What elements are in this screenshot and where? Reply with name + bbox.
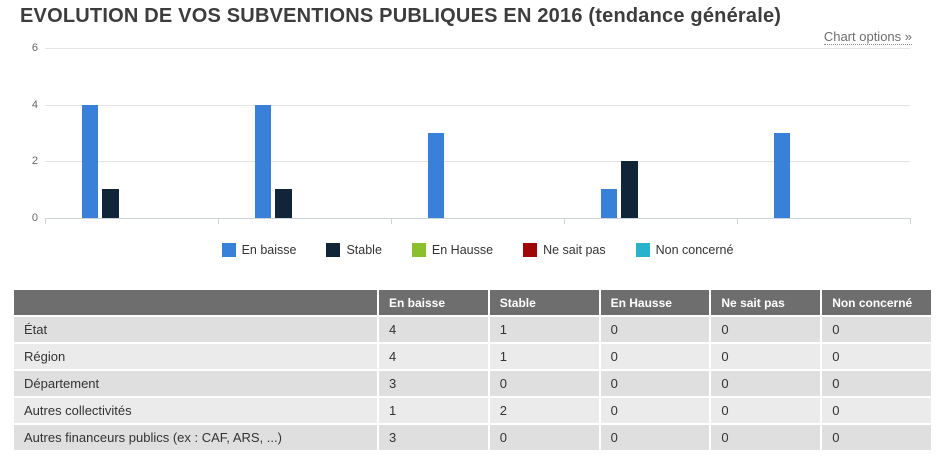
legend-swatch-icon: [411, 243, 426, 257]
bar-Stable-Autres collectivités[interactable]: [621, 161, 639, 218]
row-value: 3: [377, 425, 488, 452]
legend-item-Non concerné[interactable]: Non concerné: [635, 243, 734, 257]
row-label: Région: [14, 344, 377, 371]
chart-legend: En baisse Stable En Hausse Ne sait pas Non c…: [45, 243, 910, 257]
y-gridline: [45, 48, 910, 49]
legend-item-En baisse[interactable]: En baisse: [221, 243, 297, 257]
row-value: 2: [487, 398, 599, 425]
bar-Stable-État[interactable]: [102, 189, 120, 218]
table-row: Région 4 1 0 0 0: [14, 344, 931, 371]
table-header-cell: En Hausse: [598, 290, 710, 317]
bar-En baisse-État[interactable]: [81, 104, 99, 218]
row-value: 0: [487, 371, 599, 398]
x-axis-tick: [45, 217, 46, 224]
y-gridline: [45, 161, 910, 162]
row-label: Autres financeurs publics (ex : CAF, ARS…: [14, 425, 377, 452]
results-table: En baisse Stable En Hausse Ne sait pas Non c…: [14, 290, 931, 452]
row-value: 0: [820, 425, 931, 452]
row-label: Autres collectivités: [14, 398, 377, 425]
row-value: 0: [487, 425, 599, 452]
row-value: 0: [598, 398, 710, 425]
bar-En baisse-Région[interactable]: [254, 104, 272, 218]
x-axis-tick: [737, 217, 738, 224]
bar-chart: 0 2 4 6: [31, 42, 911, 224]
row-value: 0: [709, 398, 821, 425]
row-value: 0: [709, 371, 821, 398]
y-axis-tick-label: 2: [31, 155, 38, 167]
legend-label: En Hausse: [431, 243, 494, 257]
legend-swatch-icon: [221, 243, 236, 257]
x-axis-tick: [564, 217, 565, 224]
legend-item-En Hausse[interactable]: En Hausse: [411, 243, 494, 257]
y-gridline: [45, 104, 910, 106]
chart-options-link[interactable]: Chart options »: [823, 29, 912, 45]
row-value: 0: [709, 425, 821, 452]
table-row: Département 3 0 0 0 0: [14, 371, 931, 398]
bar-En baisse-Autres financeurs publics (ex : CAF, ARS, ...)[interactable]: [773, 132, 791, 218]
row-value: 0: [598, 317, 710, 344]
row-value: 1: [487, 317, 599, 344]
row-value: 0: [709, 317, 821, 344]
table-header-cell: Non concerné: [820, 290, 931, 317]
legend-swatch-icon: [523, 243, 538, 257]
legend-swatch-icon: [635, 243, 650, 257]
bar-En baisse-Autres collectivités[interactable]: [600, 189, 618, 218]
x-axis-tick: [910, 217, 911, 224]
x-axis-tick: [218, 217, 219, 224]
y-axis-tick-label: 0: [31, 211, 38, 224]
x-axis-line: [45, 217, 910, 219]
table-row: Autres financeurs publics (ex : CAF, ARS…: [14, 425, 931, 452]
y-axis-tick-label: 6: [31, 42, 38, 54]
row-value: 1: [487, 344, 599, 371]
legend-swatch-icon: [326, 243, 341, 257]
row-label: État: [14, 317, 377, 344]
row-value: 0: [820, 398, 931, 425]
row-value: 4: [377, 317, 488, 344]
y-axis-tick-label: 4: [31, 98, 38, 111]
table-header-cell: [14, 290, 377, 317]
row-value: 0: [598, 371, 710, 398]
table-header-cell: Stable: [487, 290, 599, 317]
legend-item-Stable[interactable]: Stable: [326, 243, 382, 257]
legend-label: Stable: [346, 243, 382, 257]
page-title: EVOLUTION DE VOS SUBVENTIONS PUBLIQUES E…: [20, 5, 782, 27]
row-value: 0: [820, 344, 931, 371]
table-header-cell: Ne sait pas: [709, 290, 821, 317]
row-value: 0: [598, 425, 710, 452]
x-axis-tick: [391, 217, 392, 224]
row-value: 0: [598, 344, 710, 371]
legend-label: Non concerné: [655, 243, 734, 257]
legend-label: Ne sait pas: [543, 243, 606, 257]
row-value: 4: [377, 344, 488, 371]
row-value: 3: [377, 371, 488, 398]
legend-item-Ne sait pas[interactable]: Ne sait pas: [523, 243, 606, 257]
row-value: 0: [820, 371, 931, 398]
row-value: 1: [377, 398, 488, 425]
row-value: 0: [709, 344, 821, 371]
legend-label: En baisse: [241, 243, 297, 257]
row-label: Département: [14, 371, 377, 398]
table-header: En baisse Stable En Hausse Ne sait pas Non c…: [14, 290, 931, 317]
table-row: État 4 1 0 0 0: [14, 317, 931, 344]
table-header-cell: En baisse: [377, 290, 488, 317]
table-row: Autres collectivités 1 2 0 0 0: [14, 398, 931, 425]
bar-Stable-Région[interactable]: [275, 189, 293, 218]
row-value: 0: [820, 317, 931, 344]
bar-En baisse-Département[interactable]: [427, 132, 445, 218]
